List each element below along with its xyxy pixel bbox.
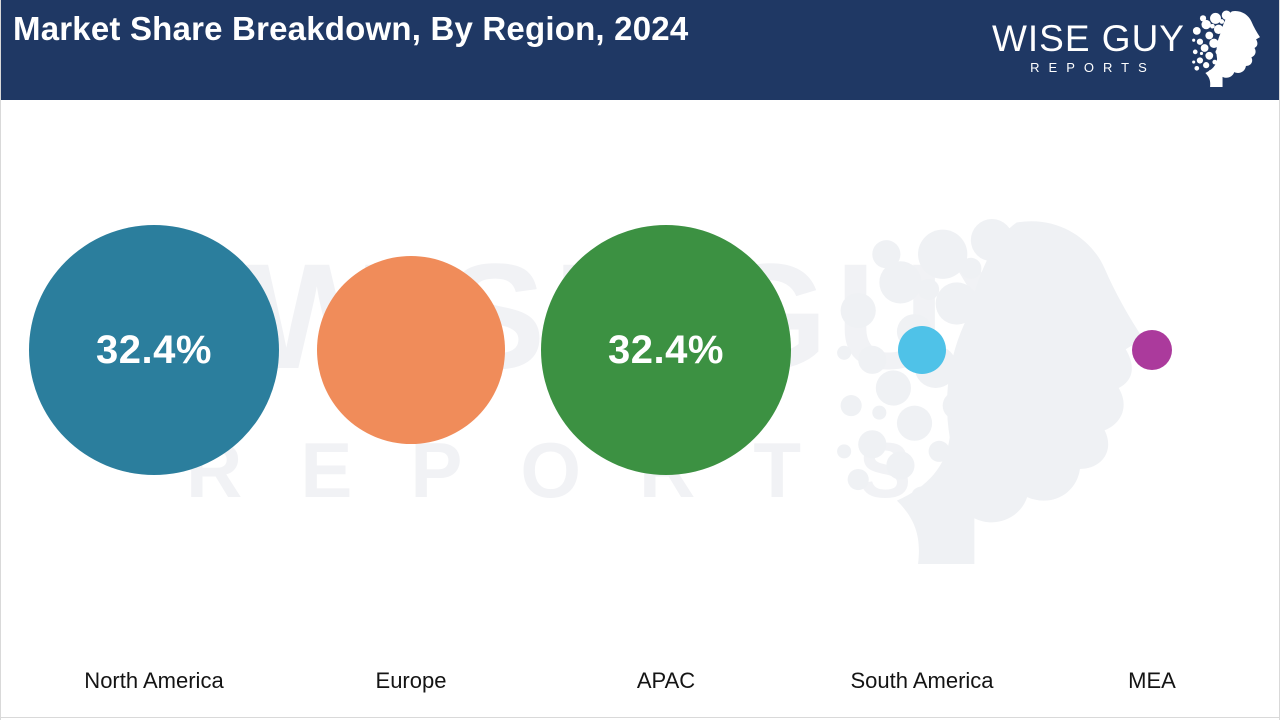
logo-subtitle: REPORTS	[1030, 60, 1156, 76]
category-label-europe: Europe	[375, 668, 447, 693]
chart-area: WISE GUY REPORTS 32.4% 32.4% North Ameri…	[1, 100, 1279, 718]
wise-guy-reports-logo: WISE GUY REPORTS	[992, 0, 1280, 90]
bubble-apac: 32.4%	[541, 225, 791, 475]
bubble-europe	[317, 256, 505, 444]
header-bar: Market Share Breakdown, By Region, 2024 …	[1, 0, 1280, 100]
bubble-value-label: 32.4%	[608, 327, 724, 372]
bubble-south-america	[898, 326, 946, 374]
category-label-mea: MEA	[1128, 668, 1176, 693]
category-label-apac: APAC	[636, 668, 696, 693]
page-title: Market Share Breakdown, By Region, 2024	[13, 10, 689, 47]
category-label-south-america: South America	[850, 668, 994, 693]
logo-head-icon	[1189, 6, 1267, 90]
logo-wordmark: WISE GUY	[991, 17, 1185, 59]
bubble-mea	[1132, 330, 1172, 370]
bubble-value-label: 32.4%	[96, 327, 212, 372]
bubble-north-america: 32.4%	[29, 225, 279, 475]
logo-text: WISE GUY REPORTS	[991, 17, 1185, 78]
watermark-head-icon	[819, 212, 1179, 564]
category-label-north-america: North America	[84, 668, 224, 693]
